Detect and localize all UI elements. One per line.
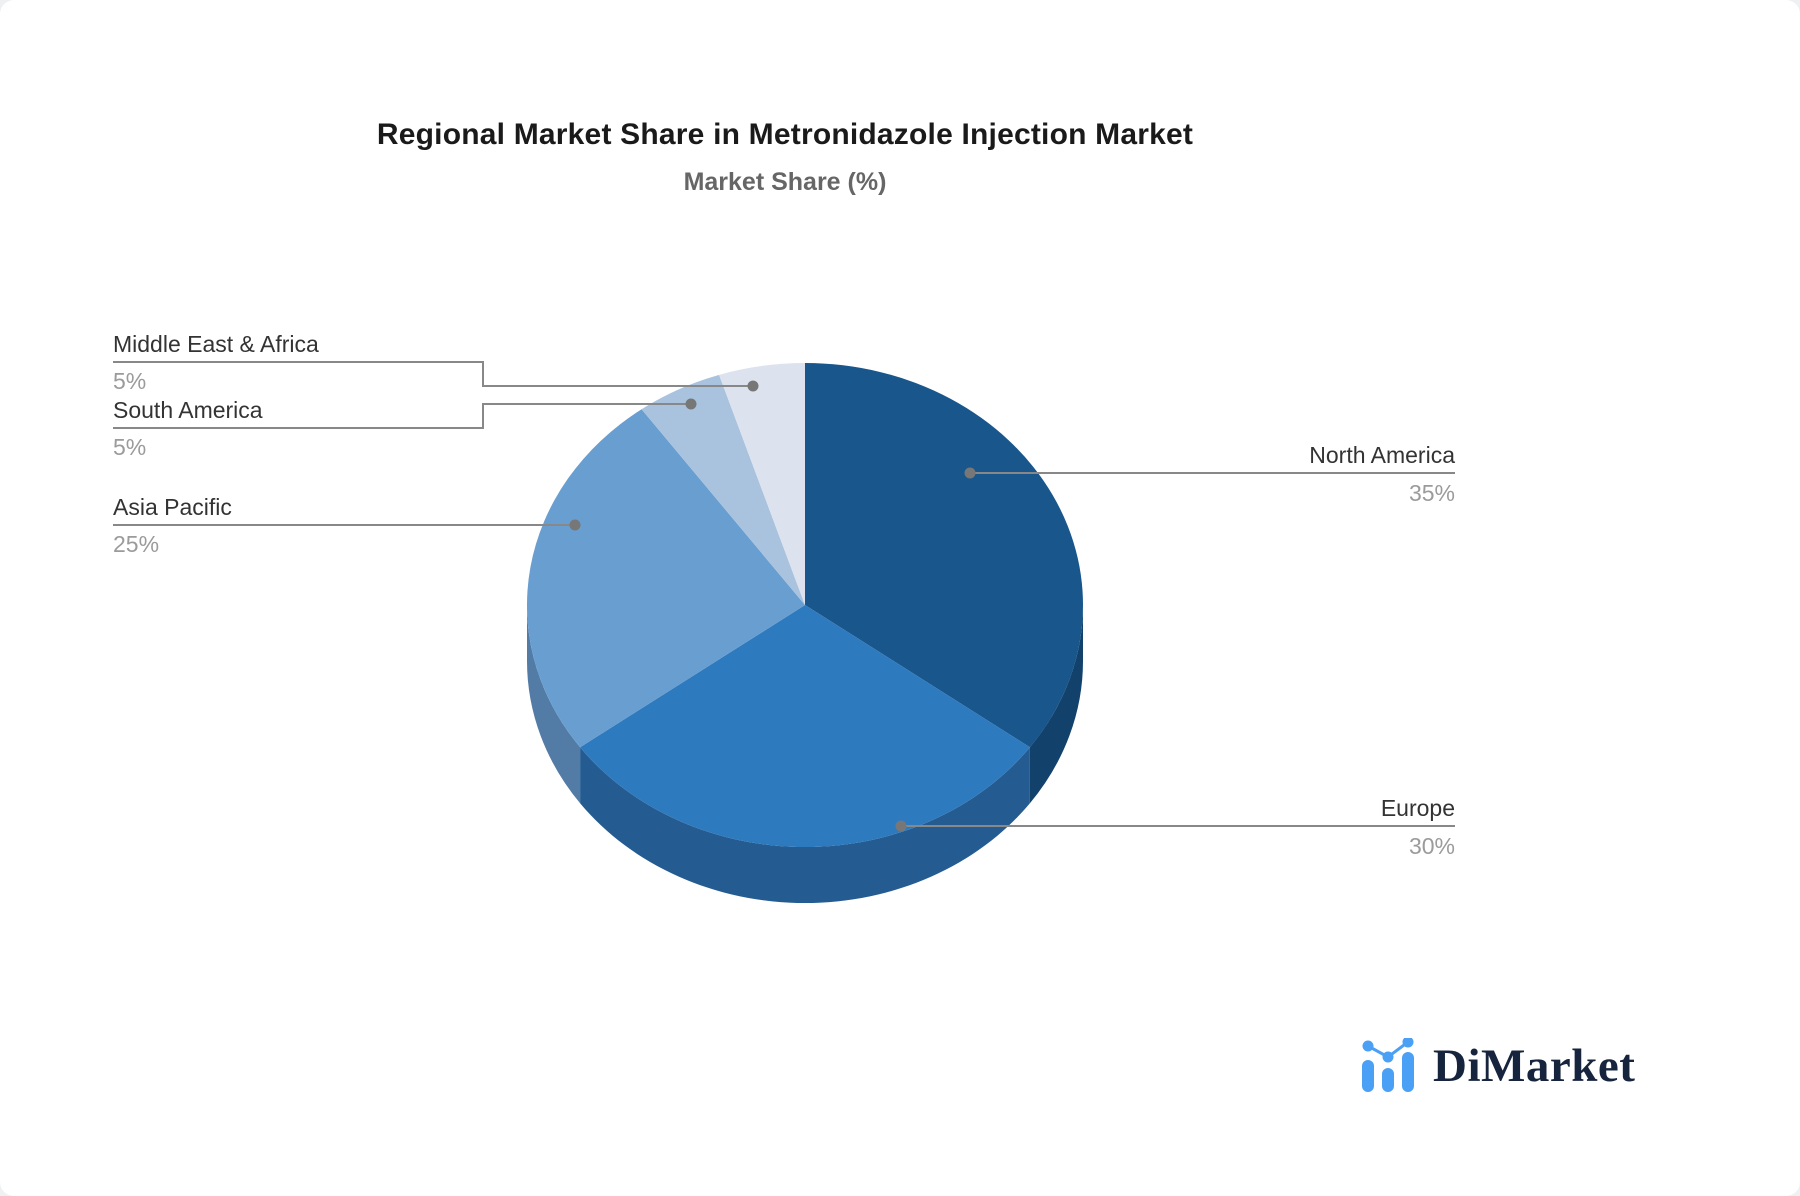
dimarket-logo[interactable]: DiMarket	[1360, 1038, 1635, 1092]
pie-slice-side-asia-pacific	[527, 605, 581, 804]
pie-slice-middle-east-africa[interactable]	[719, 363, 805, 605]
slice-label-south-america: South America	[113, 397, 263, 423]
pie-slice-south-america[interactable]	[641, 374, 805, 605]
pie-slice-side-north-america	[1029, 605, 1083, 804]
connector-dot-asia-pacific	[569, 519, 581, 531]
pie-slice-asia-pacific[interactable]	[527, 409, 805, 748]
connector-dot-middle-east-africa	[747, 380, 759, 392]
slice-pct-north-america: 35%	[1408, 480, 1455, 506]
connector-south-america	[113, 403, 691, 429]
slice-pct-middle-east-africa: 5%	[113, 368, 147, 394]
connector-dot-europe	[895, 820, 907, 832]
bar-chart-icon	[1362, 1038, 1414, 1092]
slice-pct-europe: 30%	[1408, 833, 1455, 859]
slice-label-asia-pacific: Asia Pacific	[113, 494, 232, 520]
pie-slice-side-europe	[580, 747, 1030, 903]
connector-middle-east-africa	[113, 361, 753, 387]
connector-dots	[569, 380, 976, 832]
slice-label-middle-east-africa: Middle East & Africa	[113, 331, 319, 357]
slice-label-europe: Europe	[1380, 795, 1455, 821]
chart-title: Regional Market Share in Metronidazole I…	[376, 118, 1194, 151]
slice-pct-asia-pacific: 25%	[113, 531, 160, 557]
pie-slice-north-america[interactable]	[805, 363, 1083, 748]
dimarket-logo-text: DiMarket	[1433, 1040, 1636, 1092]
label-connectors	[113, 361, 1455, 827]
connector-dot-north-america	[964, 467, 976, 479]
slice-label-north-america: North America	[1309, 442, 1455, 468]
pie-3d	[527, 363, 1083, 903]
slice-pct-south-america: 5%	[113, 434, 147, 460]
connector-dot-south-america	[685, 398, 697, 410]
pie-slice-europe[interactable]	[580, 605, 1030, 847]
chart-subtitle: Market Share (%)	[683, 168, 887, 196]
